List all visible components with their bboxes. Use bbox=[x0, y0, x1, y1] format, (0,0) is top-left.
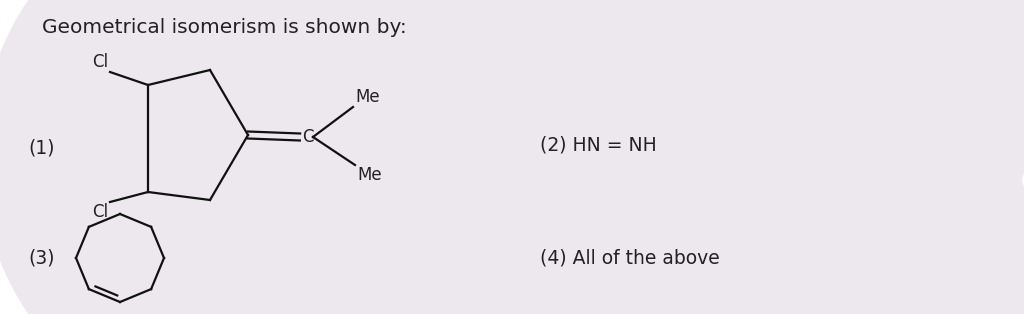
Text: (1): (1) bbox=[28, 138, 54, 158]
Text: Cl: Cl bbox=[92, 53, 108, 71]
Circle shape bbox=[142, 0, 882, 170]
Text: (2) HN = NH: (2) HN = NH bbox=[540, 136, 656, 154]
Circle shape bbox=[212, 210, 812, 314]
Text: Me: Me bbox=[357, 166, 382, 184]
Circle shape bbox=[0, 0, 540, 314]
Circle shape bbox=[480, 0, 1024, 314]
Text: (3): (3) bbox=[28, 248, 54, 268]
Circle shape bbox=[480, 0, 1024, 314]
Text: (4) All of the above: (4) All of the above bbox=[540, 248, 720, 268]
Text: Geometrical isomerism is shown by:: Geometrical isomerism is shown by: bbox=[42, 18, 407, 37]
Text: Cl: Cl bbox=[92, 203, 108, 221]
Text: Me: Me bbox=[355, 88, 380, 106]
Text: C: C bbox=[302, 128, 313, 146]
